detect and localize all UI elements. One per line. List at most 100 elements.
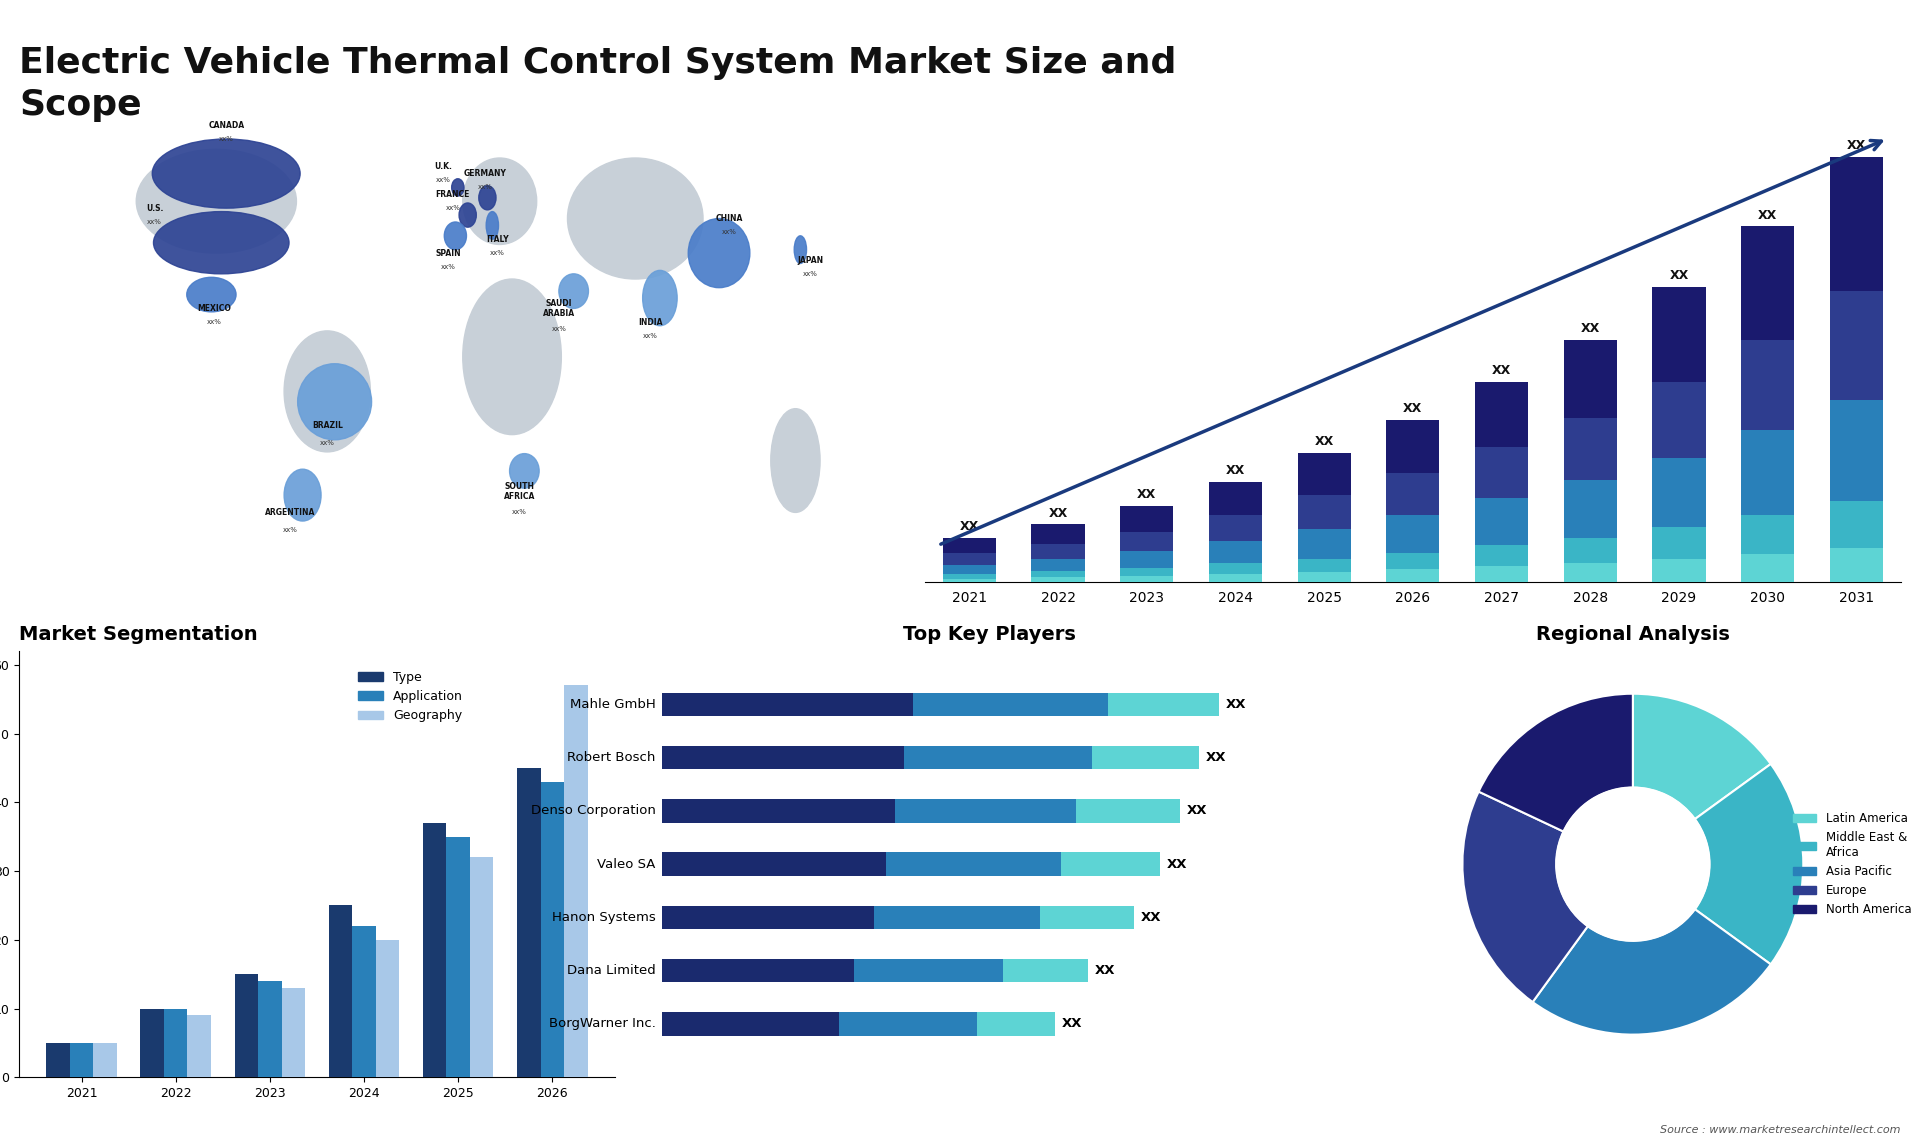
Text: XX: XX <box>1492 364 1511 377</box>
Bar <box>1386 419 1440 472</box>
Ellipse shape <box>186 277 236 312</box>
Text: XX: XX <box>1187 804 1208 817</box>
Bar <box>1653 286 1705 382</box>
Ellipse shape <box>795 236 806 264</box>
Text: U.S.: U.S. <box>146 204 163 213</box>
Bar <box>1298 573 1352 581</box>
Bar <box>1031 559 1085 571</box>
Bar <box>1563 564 1617 581</box>
Wedge shape <box>1695 764 1803 965</box>
Text: xx%: xx% <box>513 510 526 516</box>
Bar <box>1653 457 1705 527</box>
Bar <box>1741 339 1795 431</box>
Bar <box>1386 570 1440 581</box>
Wedge shape <box>1532 909 1770 1035</box>
Bar <box>257 981 282 1077</box>
Text: Dana Limited: Dana Limited <box>566 964 657 978</box>
Bar <box>470 857 493 1077</box>
Ellipse shape <box>478 186 495 210</box>
Bar <box>516 768 541 1077</box>
Text: XX: XX <box>1847 139 1866 152</box>
Bar <box>1563 480 1617 537</box>
Ellipse shape <box>568 158 703 278</box>
Ellipse shape <box>559 274 588 308</box>
Text: U.K.: U.K. <box>434 162 451 171</box>
Text: MARKET: MARKET <box>1709 50 1766 64</box>
Bar <box>1475 447 1528 499</box>
Bar <box>904 746 1092 769</box>
Bar <box>163 1008 188 1077</box>
Bar <box>1031 571 1085 578</box>
Text: Source : www.marketresearchintellect.com: Source : www.marketresearchintellect.com <box>1661 1124 1901 1135</box>
Bar <box>662 746 904 769</box>
Bar <box>541 782 564 1077</box>
Bar <box>1386 472 1440 515</box>
Text: BorgWarner Inc.: BorgWarner Inc. <box>549 1018 657 1030</box>
Bar <box>1060 853 1160 876</box>
Text: xx%: xx% <box>478 185 492 190</box>
Bar <box>1475 545 1528 566</box>
Bar <box>895 799 1077 823</box>
Ellipse shape <box>463 158 538 244</box>
Bar <box>1563 537 1617 564</box>
Text: XX: XX <box>1094 964 1116 978</box>
Text: ITALY: ITALY <box>486 235 509 244</box>
Bar <box>1210 515 1261 541</box>
Text: XX: XX <box>1206 751 1227 764</box>
Bar <box>662 959 854 982</box>
Text: Robert Bosch: Robert Bosch <box>566 751 657 764</box>
Bar <box>1475 499 1528 545</box>
Circle shape <box>1555 787 1709 941</box>
Text: XX: XX <box>1140 911 1162 924</box>
Text: XX: XX <box>1225 464 1244 477</box>
Text: xx%: xx% <box>551 327 566 332</box>
Text: Denso Corporation: Denso Corporation <box>530 804 657 817</box>
Bar <box>1741 555 1795 581</box>
Legend: Latin America, Middle East &
Africa, Asia Pacific, Europe, North America: Latin America, Middle East & Africa, Asi… <box>1788 808 1916 920</box>
Bar <box>1830 548 1884 581</box>
Bar <box>1475 382 1528 447</box>
Text: XX: XX <box>1404 402 1423 415</box>
Bar <box>662 853 887 876</box>
Text: Market Segmentation: Market Segmentation <box>19 625 257 644</box>
Text: ARGENTINA: ARGENTINA <box>265 508 315 517</box>
Bar <box>887 853 1060 876</box>
Text: CANADA: CANADA <box>207 120 244 129</box>
Bar <box>1386 515 1440 552</box>
Bar <box>1475 566 1528 581</box>
Ellipse shape <box>284 331 371 452</box>
Bar <box>1119 551 1173 568</box>
Bar <box>662 799 895 823</box>
Ellipse shape <box>770 409 820 512</box>
Bar <box>1210 564 1261 574</box>
Text: XX: XX <box>1137 488 1156 502</box>
Ellipse shape <box>284 469 321 521</box>
Bar <box>1298 453 1352 495</box>
Text: xx%: xx% <box>321 440 334 446</box>
Bar <box>1298 559 1352 573</box>
Ellipse shape <box>486 212 499 240</box>
Bar <box>839 1012 977 1036</box>
Bar <box>1119 575 1173 581</box>
Bar <box>1386 552 1440 570</box>
Ellipse shape <box>459 203 476 227</box>
Text: xx%: xx% <box>803 270 818 277</box>
Text: Hanon Systems: Hanon Systems <box>551 911 657 924</box>
Bar <box>1210 481 1261 515</box>
Text: xx%: xx% <box>490 250 505 256</box>
Bar <box>1741 226 1795 339</box>
Text: INDIA: INDIA <box>637 317 662 327</box>
Text: INTELLECT: INTELLECT <box>1701 96 1774 110</box>
Bar <box>1119 568 1173 575</box>
Bar <box>1653 382 1705 457</box>
Bar <box>912 692 1108 716</box>
Bar <box>1119 505 1173 532</box>
Bar <box>140 1008 163 1077</box>
Text: xx%: xx% <box>722 229 737 235</box>
Text: XX: XX <box>1759 209 1778 221</box>
Bar <box>1108 692 1219 716</box>
Wedge shape <box>1478 693 1632 832</box>
Bar <box>1039 905 1135 929</box>
Text: RESEARCH: RESEARCH <box>1701 73 1774 87</box>
Bar <box>422 823 445 1077</box>
